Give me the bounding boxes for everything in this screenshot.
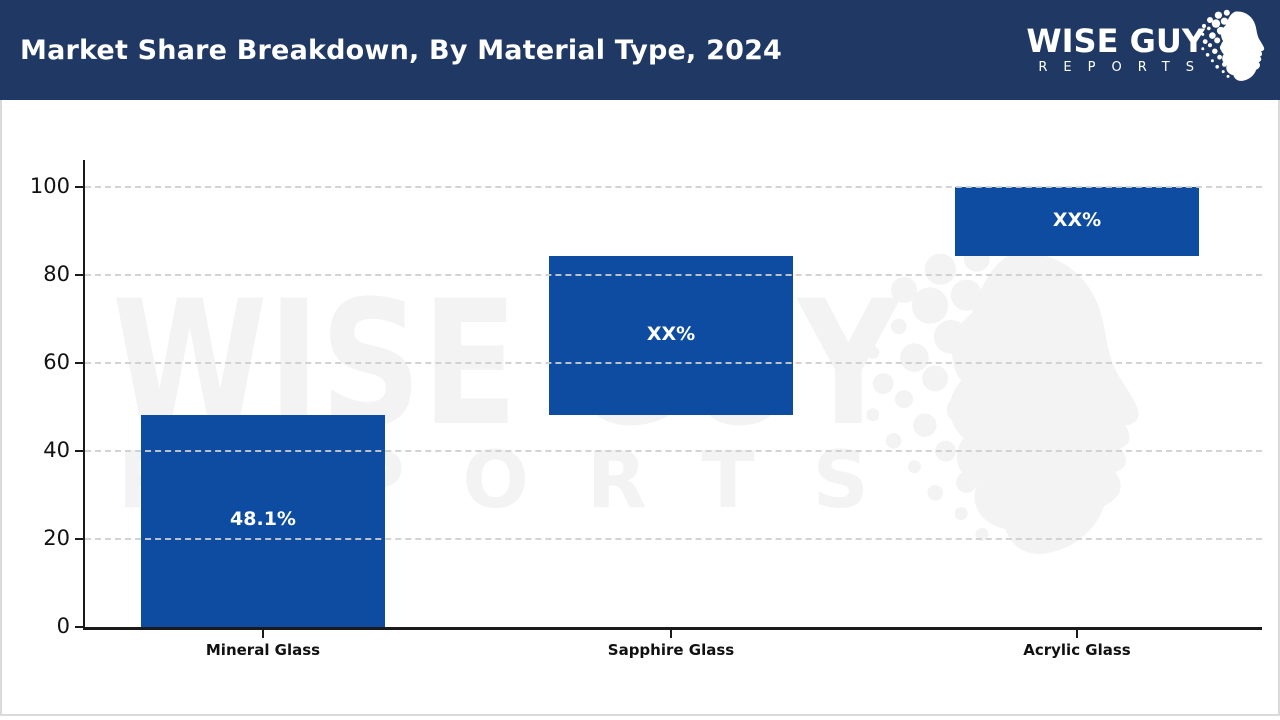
gridline: [85, 538, 1262, 540]
y-tick-label: 0: [56, 614, 70, 638]
bar-sapphire-glass: XX%: [549, 256, 793, 416]
y-tick: [75, 626, 83, 628]
y-tick: [75, 186, 83, 188]
y-tick: [75, 362, 83, 364]
bar-value-label: XX%: [1052, 208, 1102, 231]
y-tick-label: 80: [43, 262, 70, 286]
x-category-label: Acrylic Glass: [1023, 641, 1131, 659]
bar-value-label: 48.1%: [230, 508, 296, 531]
y-tick-label: 40: [43, 438, 70, 462]
x-tick: [1076, 630, 1078, 638]
brand-subname: REPORTS: [1038, 60, 1210, 75]
bar-value-label: XX%: [646, 322, 696, 345]
x-tick: [670, 630, 672, 638]
y-tick: [75, 450, 83, 452]
y-tick-label: 20: [43, 526, 70, 550]
bar-mineral-glass: 48.1%: [141, 415, 385, 627]
gridline: [85, 450, 1262, 452]
chart-title: Market Share Breakdown, By Material Type…: [20, 34, 783, 66]
brand-name: WISE GUY: [1026, 22, 1205, 60]
gridline: [85, 362, 1262, 364]
x-axis-line: [83, 627, 1262, 630]
bar-acrylic-glass: XX%: [955, 187, 1199, 257]
y-tick-label: 100: [29, 174, 70, 198]
header-bar: Market Share Breakdown, By Material Type…: [0, 0, 1280, 100]
brand-head-icon: [1198, 8, 1270, 92]
brand-logo: WISE GUY REPORTS: [1022, 0, 1272, 100]
y-tick-label: 60: [43, 350, 70, 374]
gridline: [85, 274, 1262, 276]
x-category-label: Sapphire Glass: [607, 641, 735, 659]
y-axis-line: [83, 160, 85, 629]
y-tick: [75, 538, 83, 540]
y-tick: [75, 274, 83, 276]
watermark-head-icon: [852, 238, 1164, 602]
x-category-label: Mineral Glass: [205, 641, 321, 659]
gridline: [85, 186, 1262, 188]
x-tick: [262, 630, 264, 638]
